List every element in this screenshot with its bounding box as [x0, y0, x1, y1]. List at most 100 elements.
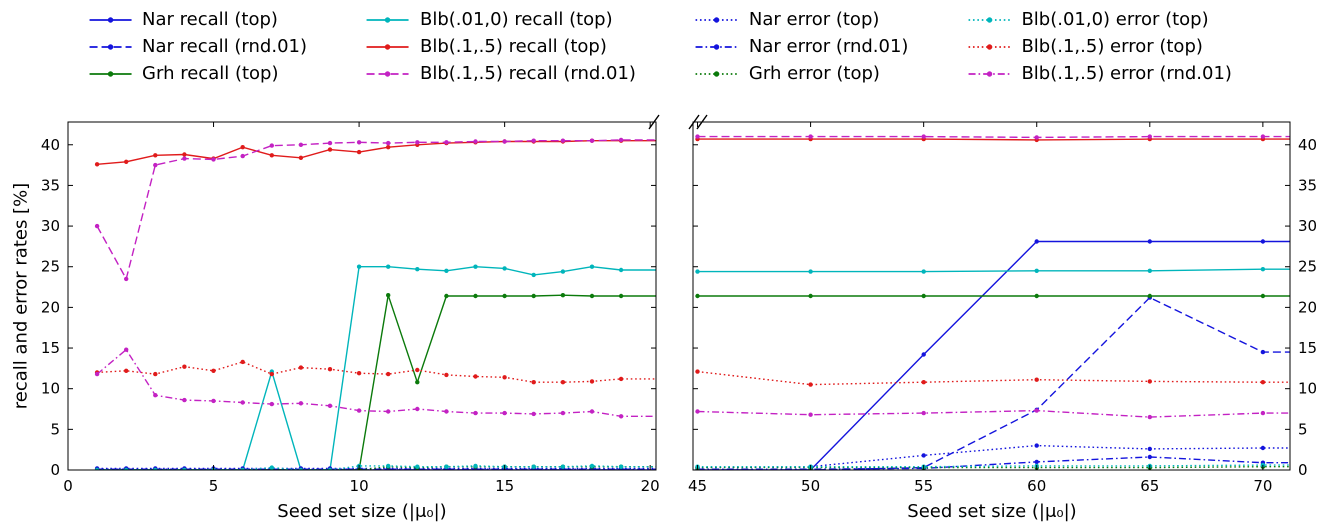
data-point-marker — [808, 382, 813, 387]
data-point-marker — [240, 145, 245, 150]
legend-line-sample — [695, 70, 738, 77]
data-point-marker — [502, 375, 507, 380]
series-line — [97, 361, 656, 383]
data-point-marker — [695, 269, 700, 274]
left-panel: 0 5 10 15 20 0 5 10 15 20 25 30 35 40 — [41, 121, 660, 495]
data-point-marker — [560, 293, 566, 298]
data-point-marker — [921, 352, 926, 357]
series-line — [697, 138, 1290, 141]
y-tick-label: 10 — [41, 380, 60, 398]
data-point-marker — [298, 142, 304, 147]
legend-label: Blb(.1,.5) error (top) — [1021, 36, 1203, 57]
data-point-marker — [1034, 377, 1039, 382]
data-point-marker — [415, 464, 420, 469]
data-point-marker — [269, 153, 274, 158]
data-point-marker — [808, 134, 813, 139]
data-point-marker — [356, 408, 362, 413]
data-point-marker — [1034, 443, 1039, 448]
legend-label: Grh recall (top) — [142, 63, 279, 84]
data-point-marker — [182, 156, 187, 161]
legend-line-sample — [695, 16, 738, 23]
data-point-marker — [473, 264, 478, 269]
data-point-marker — [327, 403, 333, 408]
data-point-marker — [153, 371, 158, 377]
data-point-marker — [386, 371, 391, 377]
data-point-marker — [921, 293, 926, 299]
x-tick-label: 60 — [1027, 477, 1046, 495]
legend-item: Grh error (top) — [694, 60, 909, 87]
y-tick-label: 25 — [41, 258, 60, 276]
data-point-marker — [921, 269, 926, 274]
data-point-marker — [356, 149, 362, 155]
y-tick-label: 5 — [50, 420, 60, 438]
legend-item: Nar error (rnd.01) — [694, 33, 908, 60]
data-point-marker — [589, 264, 595, 269]
data-point-marker — [356, 264, 362, 269]
data-point-marker — [269, 465, 274, 470]
data-point-marker — [589, 409, 595, 414]
right-panel: 45 50 55 60 65 70 0 5 10 15 20 25 30 35 40 — [688, 121, 1317, 495]
data-point-marker — [211, 398, 216, 404]
legend-item: Grh recall (top) — [87, 60, 307, 87]
data-point-marker — [808, 293, 813, 299]
series-line — [697, 370, 1290, 386]
x-tick-label: 50 — [801, 477, 820, 495]
series-line — [697, 296, 1290, 470]
data-point-marker — [444, 268, 449, 273]
data-point-marker — [531, 464, 536, 469]
data-point-marker — [1034, 408, 1039, 413]
data-point-marker — [153, 162, 158, 168]
data-point-marker — [327, 140, 333, 146]
series-line — [97, 265, 656, 470]
series-line — [697, 268, 1290, 273]
y-axis-label: recall and error rates [%] — [10, 182, 32, 410]
x-tick-label: 0 — [63, 477, 73, 495]
data-point-marker — [386, 145, 391, 150]
legend-line-sample — [968, 70, 1011, 77]
data-point-marker — [1147, 414, 1153, 420]
data-point-marker — [298, 467, 304, 470]
data-point-marker — [618, 376, 624, 382]
data-point-marker — [386, 463, 391, 469]
legend-item: Blb(.1,.5) recall (top) — [365, 33, 636, 60]
legend-item: Blb(.1,.5) recall (rnd.01) — [365, 60, 636, 87]
legend-item: Blb(.1,.5) error (top) — [966, 33, 1232, 60]
data-point-marker — [386, 293, 391, 298]
y-tick-label: 20 — [41, 298, 60, 316]
series-layer — [94, 137, 656, 470]
data-point-marker — [1034, 459, 1039, 465]
y-tick-label: 0 — [50, 461, 60, 479]
data-point-marker — [182, 152, 187, 157]
ticks: 0 5 10 15 20 0 5 10 15 20 25 30 35 40 — [41, 122, 660, 495]
data-point-marker — [269, 143, 274, 148]
legend-label: Blb(.1,.5) recall (rnd.01) — [419, 63, 636, 84]
data-point-marker — [356, 140, 362, 145]
y-tick-label: 40 — [41, 136, 60, 154]
x-axis-label-left: Seed set size (|μ₀|) — [277, 501, 447, 522]
y-tick-label: 30 — [41, 217, 60, 235]
data-point-marker — [502, 266, 507, 271]
data-point-marker — [327, 367, 333, 372]
axes-frame — [67, 121, 657, 471]
data-point-marker — [531, 293, 536, 299]
legend-line-sample — [968, 43, 1011, 50]
data-point-marker — [94, 371, 100, 377]
y-tick-label: 15 — [1298, 339, 1317, 357]
legend: Nar recall (top) Nar recall (rnd.01) Grh r… — [87, 6, 1232, 87]
data-point-marker — [589, 379, 595, 384]
data-point-marker — [1260, 445, 1266, 451]
data-point-marker — [1260, 349, 1266, 355]
legend-label: Blb(.1,.5) error (rnd.01) — [1021, 63, 1232, 84]
legend-item: Blb(.01,0) error (top) — [966, 6, 1232, 33]
data-point-marker — [695, 409, 700, 414]
data-point-marker — [1147, 446, 1153, 452]
y-tick-label: 35 — [41, 176, 60, 194]
chart-svg: 0 5 10 15 20 0 5 10 15 20 25 30 35 40 45 50 55 60 65 70 0 5 10… — [41, 114, 1317, 495]
y-tick-label: 10 — [1298, 380, 1317, 398]
legend-line-sample — [89, 70, 132, 77]
data-point-marker — [444, 140, 449, 145]
y-tick-label: 5 — [1298, 420, 1308, 438]
data-point-marker — [415, 367, 420, 373]
data-point-marker — [1147, 134, 1153, 139]
x-tick-label: 15 — [495, 477, 514, 495]
